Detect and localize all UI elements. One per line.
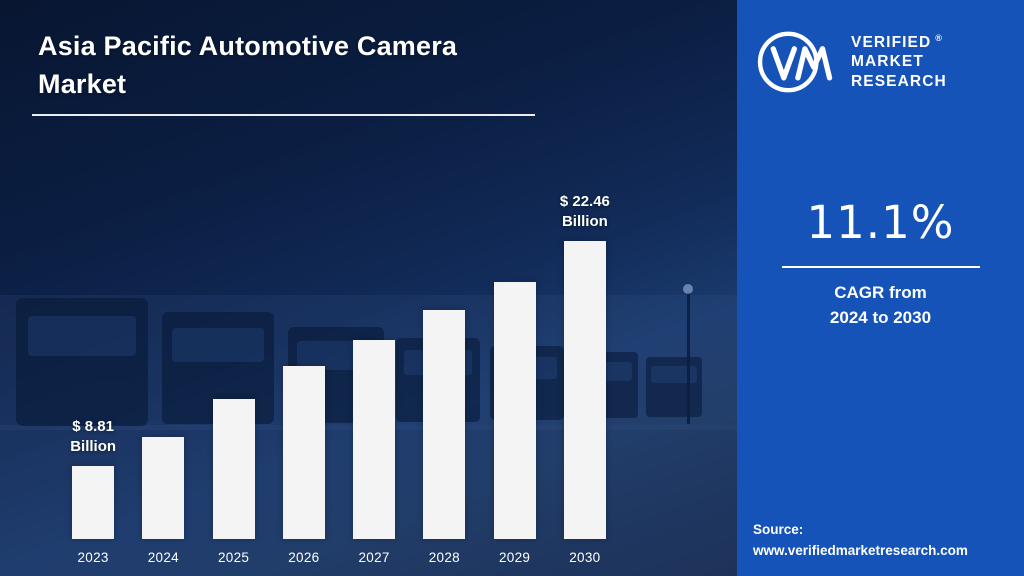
- chart-column: $ 8.81 Billion 2023: [58, 36, 128, 568]
- chart-column: 2027: [339, 36, 409, 568]
- bar-value-label: $ 8.81 Billion: [70, 417, 117, 456]
- chart-pane: Asia Pacific Automotive Camera Market $ …: [0, 0, 737, 576]
- cagr-caption-line-2: 2024 to 2030: [829, 307, 932, 327]
- brand-pane: VERIFIED ® MARKET RESEARCH 11.1% CAGR fro…: [737, 0, 1024, 576]
- chart-bar: [282, 366, 325, 539]
- vmr-logo-icon: [757, 31, 833, 93]
- x-axis-tick: 2023: [77, 550, 109, 565]
- x-axis-tick: 2024: [147, 550, 179, 565]
- chart-bar: [142, 436, 185, 539]
- x-axis-tick: 2026: [288, 550, 320, 565]
- x-axis-tick: 2028: [428, 550, 460, 565]
- brand-name: VERIFIED ® MARKET RESEARCH: [851, 33, 947, 91]
- chart-bar: [563, 241, 606, 539]
- chart-column: 2028: [409, 36, 479, 568]
- registered-mark: ®: [935, 32, 942, 43]
- x-axis-tick: 2027: [358, 550, 390, 565]
- cagr-caption-line-1: CAGR from: [834, 283, 927, 302]
- chart-column: 2026: [269, 36, 339, 568]
- brand-line-2: MARKET: [851, 53, 924, 71]
- source-url[interactable]: www.verifiedmarketresearch.com: [753, 543, 968, 559]
- chart-bar: [72, 466, 115, 539]
- x-axis-tick: 2025: [218, 550, 250, 565]
- cagr-underline: [781, 266, 980, 268]
- source-block: Source: www.verifiedmarketresearch.com: [753, 519, 968, 562]
- chart-bar: [353, 339, 396, 539]
- x-axis-tick: 2029: [499, 550, 531, 565]
- bar-value-label: $ 22.46 Billion: [559, 192, 610, 231]
- chart-bar: [212, 398, 255, 539]
- brand-line-1: VERIFIED: [851, 34, 932, 52]
- chart-column: 2025: [199, 36, 269, 568]
- chart-bar: [493, 281, 536, 539]
- cagr-value: 11.1%: [806, 196, 955, 249]
- source-label: Source:: [753, 521, 804, 537]
- chart-column: 2024: [128, 36, 198, 568]
- cagr-block: 11.1% CAGR from 2024 to 2030: [737, 196, 1024, 330]
- chart-column: 2029: [480, 36, 550, 568]
- bar-chart: $ 8.81 Billion 2023 2024 2025 2026 2027 2028 202…: [58, 36, 620, 568]
- brand-logo-block: VERIFIED ® MARKET RESEARCH: [737, 0, 1024, 100]
- title-underline: [32, 114, 535, 116]
- page-title: Asia Pacific Automotive Camera Market: [38, 31, 458, 99]
- chart-bar: [423, 309, 466, 539]
- brand-line-3: RESEARCH: [851, 72, 947, 90]
- x-axis-tick: 2030: [569, 550, 601, 565]
- cagr-caption: CAGR from 2024 to 2030: [737, 281, 1024, 330]
- chart-column: $ 22.46 Billion 2030: [550, 36, 620, 568]
